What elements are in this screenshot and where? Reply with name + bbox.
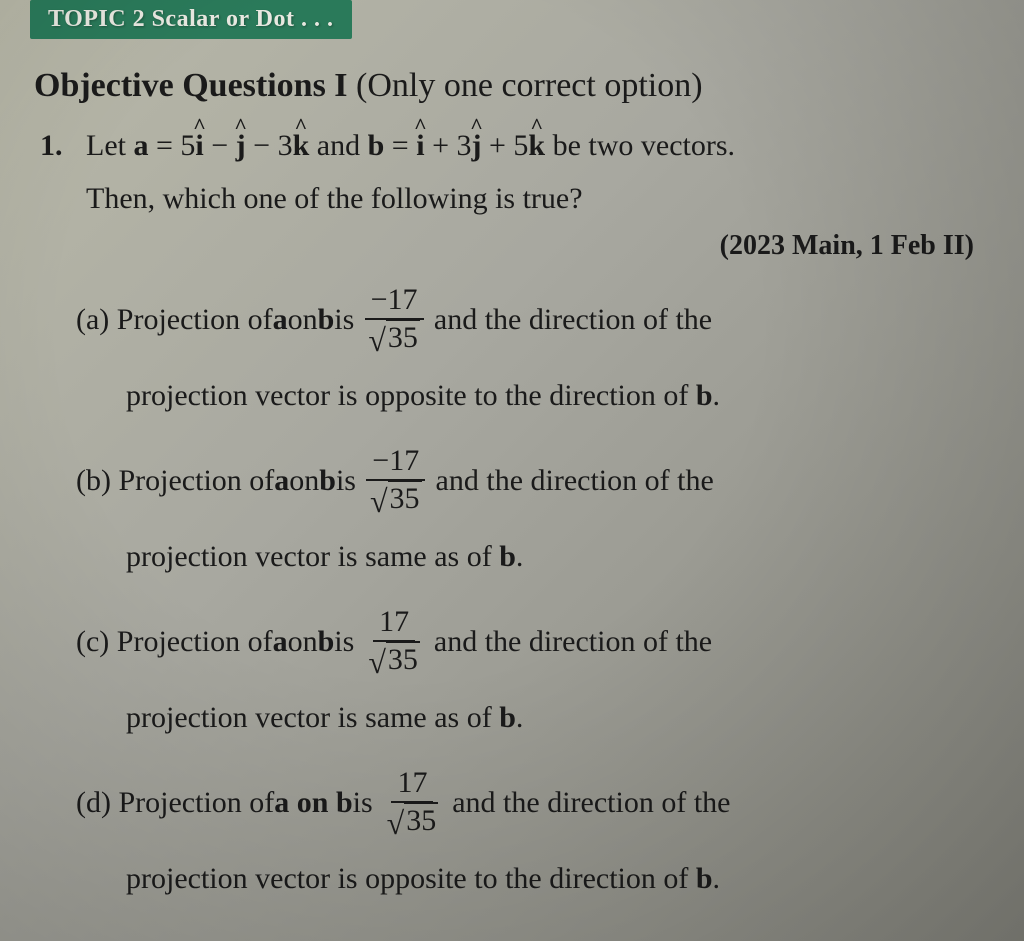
- opt-c-b2: b: [499, 701, 516, 734]
- unit-j-2: j: [471, 123, 481, 170]
- opt-a-on: on: [288, 299, 318, 341]
- vec-a: a: [133, 129, 148, 162]
- opt-b-numer: −17: [366, 445, 425, 481]
- option-c-line2: projection vector is same as of b.: [126, 697, 994, 739]
- option-a: (a) Projection of a on b is −17 35 and t…: [76, 284, 994, 417]
- opt-d-fraction: 17 35: [381, 767, 445, 838]
- opt-b-rest: and the direction of the: [436, 460, 714, 502]
- unit-i-2: i: [416, 123, 424, 170]
- opt-a-vec-b: b: [318, 299, 335, 341]
- opt-a-denom: 35: [362, 320, 426, 356]
- section-subtitle: (Only one correct option): [356, 67, 703, 104]
- opt-c-vec-b: b: [318, 621, 335, 663]
- unit-i-1: i: [195, 123, 203, 170]
- option-c-line1: (c) Projection of a on b is 17 35 and th…: [76, 606, 994, 677]
- opt-a-numer: −17: [365, 284, 424, 320]
- opt-b-denom: 35: [364, 481, 428, 517]
- opt-b-on: on: [289, 460, 319, 502]
- opt-c-rest: and the direction of the: [434, 621, 712, 663]
- opt-d-rest: and the direction of the: [452, 782, 730, 824]
- opt-d-sqrt: 35: [387, 805, 439, 839]
- opt-a-fraction: −17 35: [362, 284, 426, 355]
- option-b: (b) Projection of a on b is −17 35 and t…: [76, 445, 994, 578]
- opt-d-radicand: 35: [404, 802, 438, 837]
- question-stem-line1: Let a = 5i − j − 3k and b = i + 3j + 5k …: [86, 123, 735, 170]
- opt-b-fraction: −17 35: [364, 445, 428, 516]
- unit-k-2: k: [528, 123, 545, 170]
- opt-a-line2-txt: projection vector is opposite to the dir…: [126, 379, 696, 412]
- opt-c-numer: 17: [373, 606, 415, 642]
- opt-b-line2-txt: projection vector is same as of: [126, 540, 499, 573]
- txt-and: and: [309, 129, 367, 162]
- txt-suffix: be two vectors.: [545, 129, 735, 162]
- section-title-main: Objective Questions I: [34, 67, 348, 104]
- option-d-line2: projection vector is opposite to the dir…: [126, 858, 994, 900]
- opt-d-vec-a-on-b: a on b: [274, 782, 352, 824]
- vec-b: b: [368, 129, 385, 162]
- txt-eq2: =: [384, 129, 416, 162]
- opt-a-vec-a: a: [273, 299, 288, 341]
- opt-c-radicand: 35: [386, 641, 420, 676]
- opt-d-is: is: [353, 782, 373, 824]
- option-c-label: (c) Projection of: [76, 621, 273, 663]
- opt-b-vec-b: b: [319, 460, 336, 502]
- question-block: 1. Let a = 5i − j − 3k and b = i + 3j + …: [40, 123, 994, 222]
- unit-j-1: j: [236, 123, 246, 170]
- txt-plus1: + 3: [425, 129, 472, 162]
- opt-a-radicand: 35: [386, 319, 420, 354]
- opt-c-denom: 35: [362, 642, 426, 678]
- opt-b-vec-a: a: [274, 460, 289, 502]
- option-b-line1: (b) Projection of a on b is −17 35 and t…: [76, 445, 994, 516]
- opt-c-vec-a: a: [273, 621, 288, 663]
- opt-c-on: on: [288, 621, 318, 663]
- option-d-label: (d) Projection of: [76, 782, 274, 824]
- option-d-line1: (d) Projection of a on b is 17 35 and th…: [76, 767, 994, 838]
- exam-reference: (2023 Main, 1 Feb II): [30, 230, 974, 262]
- unit-k-1: k: [293, 123, 310, 170]
- opt-b-b2: b: [499, 540, 516, 573]
- opt-d-denom: 35: [381, 803, 445, 839]
- option-a-line1: (a) Projection of a on b is −17 35 and t…: [76, 284, 994, 355]
- opt-a-is: is: [334, 299, 354, 341]
- opt-b-sqrt: 35: [370, 483, 422, 517]
- opt-c-sqrt: 35: [368, 644, 420, 678]
- opt-a-period: .: [713, 379, 721, 412]
- option-b-line2: projection vector is same as of b.: [126, 536, 994, 578]
- txt-minus1: −: [204, 129, 236, 162]
- section-title: Objective Questions I (Only one correct …: [34, 67, 994, 105]
- question-number: 1.: [40, 129, 86, 163]
- option-c: (c) Projection of a on b is 17 35 and th…: [76, 606, 994, 739]
- option-d: (d) Projection of a on b is 17 35 and th…: [76, 767, 994, 900]
- opt-c-line2-txt: projection vector is same as of: [126, 701, 499, 734]
- opt-d-period: .: [713, 862, 721, 895]
- txt-let: Let: [86, 129, 133, 162]
- opt-a-rest: and the direction of the: [434, 299, 712, 341]
- opt-a-b2: b: [696, 379, 713, 412]
- opt-b-radicand: 35: [388, 480, 422, 515]
- option-a-label: (a) Projection of: [76, 299, 273, 341]
- option-a-line2: projection vector is opposite to the dir…: [126, 375, 994, 417]
- txt-eq1: = 5: [148, 129, 195, 162]
- opt-c-period: .: [516, 701, 524, 734]
- question-stem-line2: Then, which one of the following is true…: [86, 176, 994, 223]
- opt-a-sqrt: 35: [368, 322, 420, 356]
- opt-b-period: .: [516, 540, 524, 573]
- txt-plus2: + 5: [481, 129, 528, 162]
- question-line-1: 1. Let a = 5i − j − 3k and b = i + 3j + …: [40, 123, 994, 170]
- opt-d-b2: b: [696, 862, 713, 895]
- opt-d-numer: 17: [391, 767, 433, 803]
- opt-c-fraction: 17 35: [362, 606, 426, 677]
- option-b-label: (b) Projection of: [76, 460, 274, 502]
- opt-d-line2-txt: projection vector is opposite to the dir…: [126, 862, 696, 895]
- opt-c-is: is: [334, 621, 354, 663]
- page-root: TOPIC 2 Scalar or Dot . . . Objective Qu…: [0, 0, 1024, 900]
- txt-minus2: − 3: [246, 129, 293, 162]
- opt-b-is: is: [336, 460, 356, 502]
- topic-banner: TOPIC 2 Scalar or Dot . . .: [30, 0, 352, 39]
